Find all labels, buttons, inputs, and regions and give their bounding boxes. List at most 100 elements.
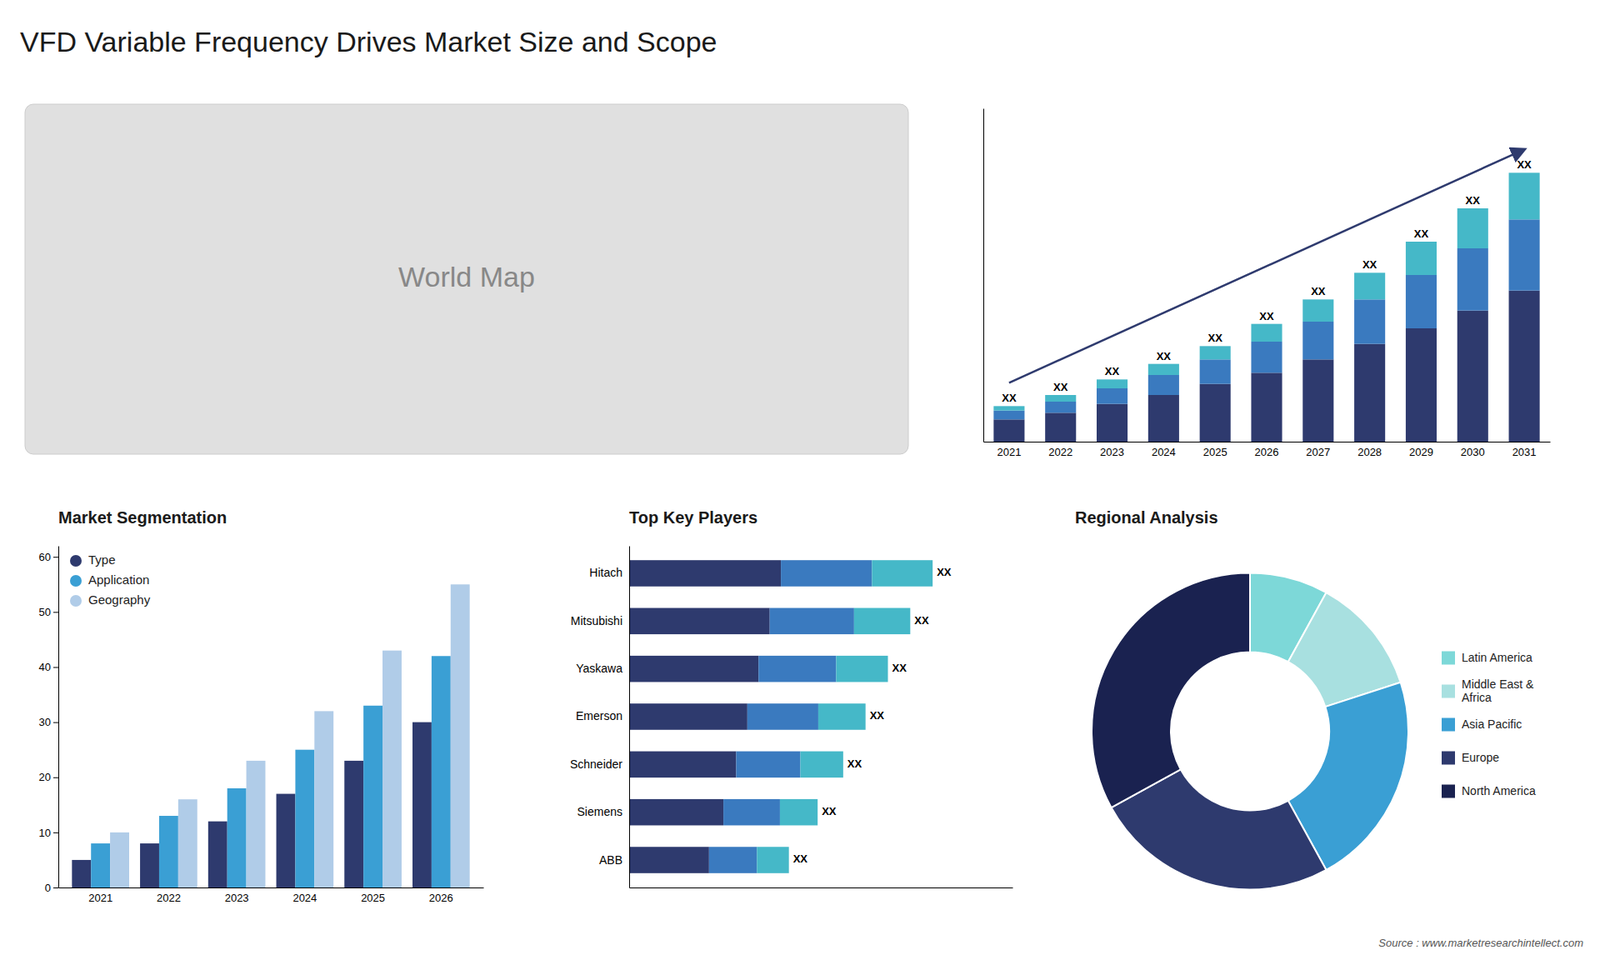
legend-label: Type	[88, 552, 116, 567]
bar	[431, 655, 451, 888]
x-tick-label: 2025	[360, 891, 385, 905]
data-label: XX	[1516, 158, 1532, 171]
x-axis-line	[984, 441, 1551, 443]
y-tick-mark	[53, 556, 59, 558]
data-label: XX	[1105, 365, 1120, 378]
y-tick-mark	[53, 777, 59, 779]
bar	[780, 560, 872, 587]
y-tick: Yaskawa	[575, 661, 630, 675]
x-tick-label: 2021	[88, 891, 113, 905]
data-label: XX	[914, 614, 930, 627]
legend-item: Asia Pacific	[1441, 716, 1522, 731]
legend-swatch	[1441, 685, 1455, 699]
data-label: XX	[870, 709, 885, 722]
bar	[1302, 299, 1334, 322]
y-tick-mark	[53, 666, 59, 668]
bar	[1457, 310, 1489, 442]
plot-area: 2021202220232024202520260102030405060Typ…	[39, 546, 485, 905]
plot-area: XXXXXXXXXXXXXXXXXXXXXX202120222023202420…	[984, 109, 1551, 460]
legend-label-line: Europe	[1461, 750, 1500, 764]
bar	[780, 799, 818, 826]
legend-label-line: North America	[1461, 783, 1536, 797]
bar	[1457, 208, 1489, 249]
data-label: XX	[1053, 380, 1069, 394]
y-axis	[983, 109, 985, 443]
bar	[1250, 372, 1282, 442]
bar	[735, 751, 800, 779]
y-tick: Emerson	[575, 709, 630, 723]
bar	[1509, 219, 1540, 290]
data-label: XX	[892, 661, 908, 675]
bar	[993, 419, 1025, 442]
bar	[756, 846, 789, 874]
y-axis-line	[983, 109, 985, 443]
chart-title: Top Key Players	[629, 508, 758, 527]
bar	[1200, 345, 1231, 360]
x-tick-label: 2026	[1255, 445, 1280, 459]
x-axis-line	[630, 887, 1014, 889]
legend-label: Latin America	[1461, 650, 1533, 664]
legend-label-line: Latin America	[1461, 650, 1533, 664]
legend-label: Europe	[1461, 750, 1500, 764]
y-tick-mark	[53, 832, 59, 834]
bar	[1509, 290, 1540, 442]
bar	[1354, 299, 1385, 344]
data-label: XX	[1001, 391, 1017, 405]
y-tick: ABB	[599, 853, 630, 867]
bar	[1096, 404, 1128, 442]
legend-swatch	[1441, 785, 1455, 799]
x-tick-label: 2022	[1048, 445, 1073, 459]
trend-arrow	[1009, 149, 1525, 383]
bar	[723, 799, 780, 826]
bar	[1148, 395, 1180, 442]
x-tick: 2025	[360, 887, 385, 905]
legend-label-line: Africa	[1461, 690, 1492, 704]
legend-swatch	[70, 555, 82, 567]
map-label: World Map	[398, 260, 535, 293]
y-tick: Siemens	[577, 805, 630, 819]
x-tick-label: 2027	[1305, 445, 1330, 459]
x-tick: 2025	[1203, 441, 1228, 459]
bar	[1250, 341, 1282, 373]
x-tick-label: 2031	[1512, 445, 1537, 459]
data-label: XX	[1156, 350, 1172, 363]
legend-label: Application	[88, 572, 150, 587]
bar	[246, 760, 266, 888]
bar	[1200, 359, 1231, 384]
x-tick-label: 2028	[1357, 445, 1382, 459]
bar	[629, 608, 770, 635]
legend-label-line: Asia Pacific	[1461, 716, 1522, 730]
data-label: XX	[793, 852, 809, 865]
y-tick: Schneider	[570, 757, 630, 771]
x-tick: 2026	[1255, 441, 1280, 459]
x-tick: 2030	[1460, 441, 1485, 459]
bar	[854, 608, 910, 635]
chart-title: Market Segmentation	[58, 508, 227, 527]
data-label: XX	[821, 805, 837, 818]
x-tick: 2022	[1048, 441, 1073, 459]
plot-area: XXXXXXXXXXXXXXHitachMitsubishiYaskawaEme…	[570, 546, 1014, 889]
bar	[208, 821, 228, 888]
x-tick: 2028	[1357, 441, 1382, 459]
bar	[295, 750, 315, 888]
bar	[1405, 241, 1437, 275]
bar	[629, 846, 710, 874]
legend-item: Type	[70, 552, 116, 567]
page: VFD Variable Frequency Drives Market Siz…	[0, 0, 1600, 955]
y-axis: 0102030405060	[39, 546, 60, 895]
y-tick-label: Emerson	[575, 709, 623, 723]
bar	[178, 799, 198, 888]
legend-label-line: Middle East &	[1461, 676, 1535, 690]
y-tick: 20	[39, 770, 59, 784]
y-tick-label: Hitach	[589, 565, 623, 580]
bar	[90, 843, 110, 888]
y-tick: 30	[39, 715, 59, 729]
bar	[363, 705, 383, 888]
legend-item: Middle East &Africa	[1441, 676, 1535, 704]
map-placeholder	[25, 104, 909, 455]
y-tick-mark	[53, 887, 59, 889]
y-tick: Hitach	[589, 565, 630, 580]
bar	[1354, 344, 1385, 442]
x-tick-label: 2029	[1409, 445, 1434, 459]
y-tick-label: 50	[39, 605, 51, 619]
